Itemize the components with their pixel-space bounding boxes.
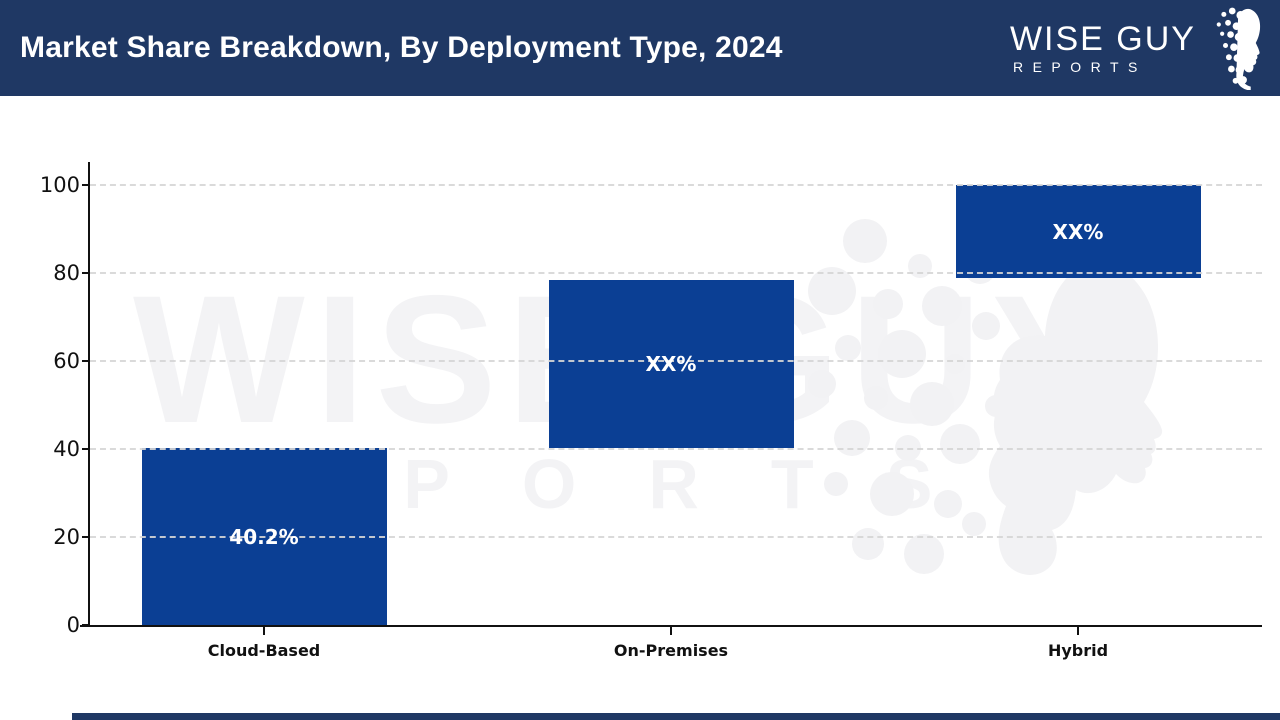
chart-plot-area: WISE GUY REPORTS 02040608010040.2%Cloud-… — [0, 96, 1280, 720]
gridline-60 — [90, 360, 1262, 362]
y-tick-20 — [82, 536, 90, 538]
category-label-2: Hybrid — [1047, 641, 1109, 660]
category-label-0: Cloud-Based — [207, 641, 321, 660]
x-tick-2 — [1077, 627, 1079, 635]
x-axis-line — [80, 625, 1262, 627]
y-tick-label-80: 80 — [53, 261, 80, 285]
logo-text: WISE GUY REPORTS — [1010, 22, 1196, 75]
y-axis-line — [88, 162, 90, 627]
footer-accent-bar — [72, 713, 1280, 720]
bar-value-label: XX% — [1052, 219, 1104, 244]
watermark-head-icon — [808, 219, 1163, 575]
bar-hybrid — [955, 185, 1201, 279]
x-tick-0 — [263, 627, 265, 635]
y-tick-60 — [82, 360, 90, 362]
wise-guy-reports-logo: WISE GUY REPORTS — [1010, 0, 1266, 96]
y-tick-100 — [82, 184, 90, 186]
y-tick-40 — [82, 448, 90, 450]
y-tick-label-20: 20 — [53, 525, 80, 549]
face-profile-shape — [1236, 8, 1261, 90]
chart-title: Market Share Breakdown, By Deployment Ty… — [20, 31, 783, 64]
bar-value-label: 40.2% — [229, 524, 299, 549]
header-bar: Market Share Breakdown, By Deployment Ty… — [0, 0, 1280, 96]
y-tick-label-100: 100 — [39, 173, 80, 197]
logo-wordmark: WISE GUY — [1009, 19, 1196, 58]
gridline-40 — [90, 448, 1262, 450]
y-tick-label-0: 0 — [66, 613, 80, 637]
y-tick-0 — [82, 624, 90, 626]
y-tick-label-40: 40 — [53, 437, 80, 461]
gridline-80 — [90, 272, 1262, 274]
category-label-1: On-Premises — [613, 641, 729, 660]
x-tick-1 — [670, 627, 672, 635]
bar-on-premises — [548, 279, 794, 449]
gridline-100 — [90, 184, 1262, 186]
bar-value-label: XX% — [645, 351, 697, 376]
logo-subtext: REPORTS — [1012, 58, 1147, 75]
gridline-20 — [90, 536, 1262, 538]
logo-face-icon — [1216, 7, 1261, 90]
y-tick-80 — [82, 272, 90, 274]
y-tick-label-60: 60 — [53, 349, 80, 373]
watermark-face-shape — [988, 262, 1163, 575]
